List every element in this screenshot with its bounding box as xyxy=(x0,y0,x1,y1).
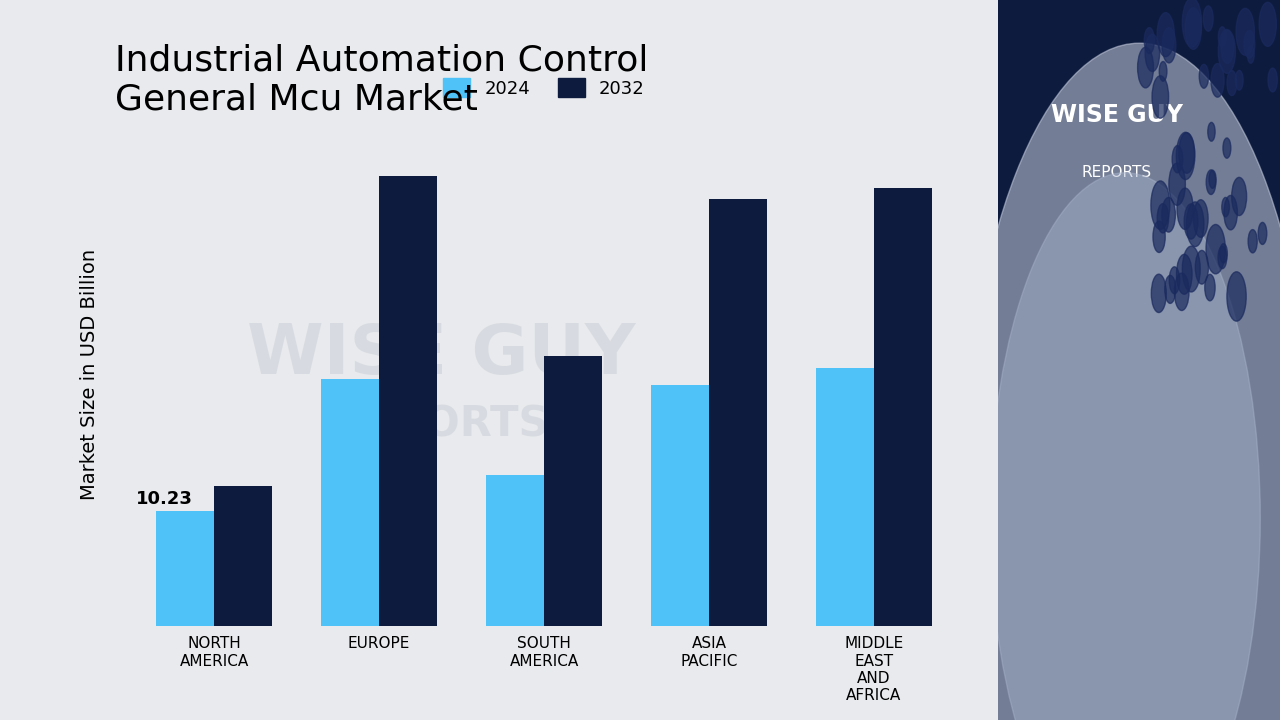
Bar xyxy=(652,384,709,626)
Bar xyxy=(321,379,379,626)
Circle shape xyxy=(1248,46,1254,63)
Text: REPORTS: REPORTS xyxy=(1082,166,1152,180)
Circle shape xyxy=(1206,225,1225,274)
Text: 10.23: 10.23 xyxy=(136,490,193,508)
Circle shape xyxy=(1219,27,1226,47)
Circle shape xyxy=(1165,275,1176,303)
Circle shape xyxy=(965,43,1280,720)
Circle shape xyxy=(1184,204,1198,239)
Circle shape xyxy=(1268,68,1277,92)
Circle shape xyxy=(1211,63,1224,97)
Legend: 2024, 2032: 2024, 2032 xyxy=(436,71,652,104)
Circle shape xyxy=(1185,8,1202,50)
Text: WISE GUY: WISE GUY xyxy=(247,320,635,388)
Circle shape xyxy=(1138,48,1153,88)
Circle shape xyxy=(1221,30,1234,63)
Circle shape xyxy=(1183,246,1201,292)
Circle shape xyxy=(1222,138,1231,158)
Circle shape xyxy=(989,173,1261,720)
Circle shape xyxy=(1162,28,1176,63)
Circle shape xyxy=(1157,204,1169,233)
Circle shape xyxy=(1151,181,1170,230)
Bar xyxy=(544,356,602,626)
Bar xyxy=(817,368,874,626)
Bar xyxy=(156,511,214,626)
Circle shape xyxy=(1199,64,1208,89)
Bar xyxy=(214,486,271,626)
Circle shape xyxy=(1162,197,1175,232)
Text: WISE GUY: WISE GUY xyxy=(1051,103,1183,127)
Circle shape xyxy=(1231,177,1247,215)
Circle shape xyxy=(1172,145,1183,173)
Circle shape xyxy=(1183,0,1202,47)
Circle shape xyxy=(1224,195,1238,230)
Circle shape xyxy=(1235,71,1243,90)
Text: REPORTS: REPORTS xyxy=(333,404,549,446)
Circle shape xyxy=(1260,2,1276,46)
Circle shape xyxy=(1151,274,1166,312)
Circle shape xyxy=(1222,197,1229,217)
Bar xyxy=(486,474,544,626)
Circle shape xyxy=(1236,9,1254,55)
Circle shape xyxy=(1169,163,1185,205)
Circle shape xyxy=(1157,13,1174,57)
Circle shape xyxy=(1228,271,1247,321)
Circle shape xyxy=(1176,254,1192,294)
Circle shape xyxy=(1228,71,1236,96)
Circle shape xyxy=(1176,132,1194,179)
Bar xyxy=(709,199,767,626)
Circle shape xyxy=(1175,273,1189,310)
Circle shape xyxy=(1144,27,1155,53)
Circle shape xyxy=(1258,222,1267,245)
Circle shape xyxy=(1203,6,1213,31)
Circle shape xyxy=(1178,188,1193,230)
Circle shape xyxy=(1210,170,1216,189)
Circle shape xyxy=(1206,170,1216,194)
Circle shape xyxy=(1208,122,1215,141)
Circle shape xyxy=(1169,267,1180,294)
Circle shape xyxy=(1153,221,1165,253)
Circle shape xyxy=(1220,243,1228,263)
Circle shape xyxy=(1193,199,1208,238)
Circle shape xyxy=(1204,274,1215,301)
Bar xyxy=(874,188,932,626)
Bar xyxy=(379,176,436,626)
Circle shape xyxy=(1187,202,1204,247)
Circle shape xyxy=(1196,251,1208,284)
Circle shape xyxy=(1219,246,1226,269)
Circle shape xyxy=(1244,30,1254,58)
Circle shape xyxy=(1248,230,1257,253)
Circle shape xyxy=(1179,132,1194,174)
Circle shape xyxy=(1160,61,1167,81)
Circle shape xyxy=(1152,76,1169,118)
Y-axis label: Market Size in USD Billion: Market Size in USD Billion xyxy=(79,249,99,500)
Circle shape xyxy=(1146,35,1160,71)
Circle shape xyxy=(1219,30,1235,73)
Text: Industrial Automation Control
General Mcu Market: Industrial Automation Control General Mc… xyxy=(115,43,649,117)
